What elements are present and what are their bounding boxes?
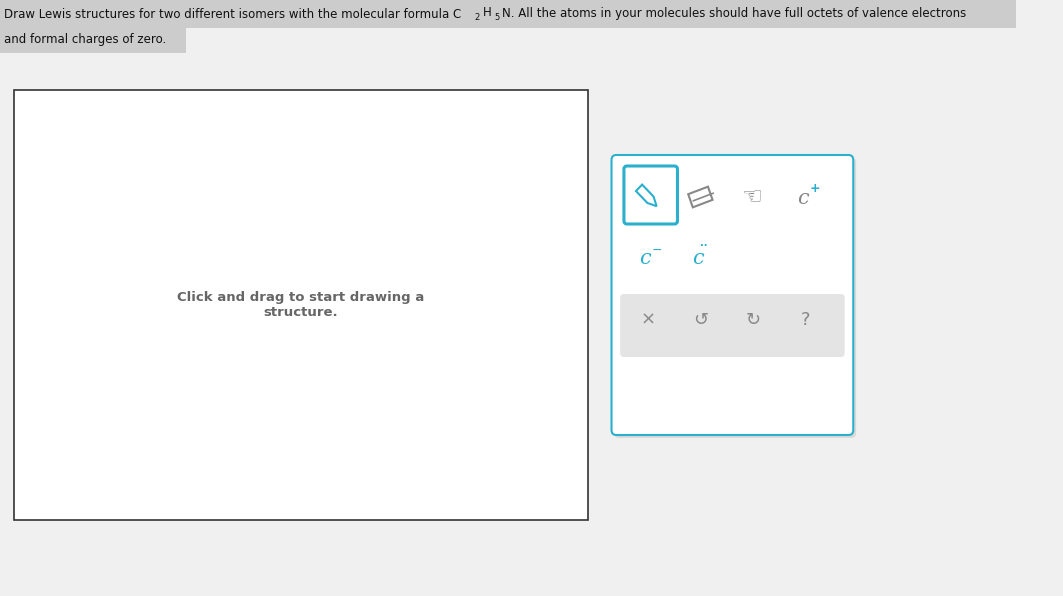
Text: c: c (692, 249, 704, 268)
FancyBboxPatch shape (0, 0, 1016, 28)
Text: and formal charges of zero.: and formal charges of zero. (4, 33, 166, 46)
Text: ↺: ↺ (693, 311, 708, 329)
Text: Click and drag to start drawing a
structure.: Click and drag to start drawing a struct… (178, 291, 424, 319)
Text: c: c (797, 190, 809, 209)
FancyBboxPatch shape (620, 294, 845, 357)
Text: ↻: ↻ (745, 311, 760, 329)
Text: 2: 2 (475, 13, 480, 21)
FancyBboxPatch shape (611, 155, 854, 435)
Text: N. All the atoms in your molecules should have full octets of valence electrons: N. All the atoms in your molecules shoul… (502, 7, 966, 20)
Text: ?: ? (800, 311, 810, 329)
Text: ☜: ☜ (742, 185, 763, 209)
Text: 5: 5 (494, 13, 500, 21)
Text: −: − (652, 244, 662, 256)
Text: H: H (483, 7, 491, 20)
Text: ··: ·· (701, 241, 708, 251)
FancyBboxPatch shape (0, 28, 186, 53)
Text: Draw Lewis structures for two different isomers with the molecular formula C: Draw Lewis structures for two different … (4, 8, 461, 20)
Text: c: c (639, 249, 651, 268)
FancyBboxPatch shape (14, 90, 588, 520)
FancyBboxPatch shape (624, 166, 677, 224)
Text: ×: × (640, 311, 656, 329)
Text: +: + (810, 182, 821, 195)
FancyBboxPatch shape (614, 158, 856, 438)
